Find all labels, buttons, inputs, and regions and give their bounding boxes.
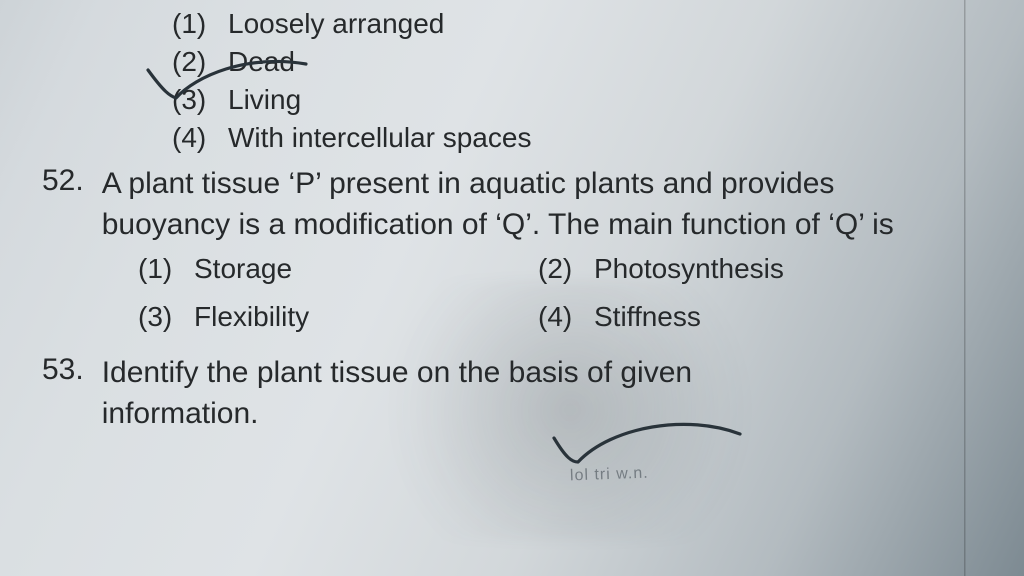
- option-text: Stiffness: [594, 301, 701, 333]
- option-number: (2): [172, 46, 218, 78]
- page-photo: (1) Loosely arranged (2) Dead (3) Living…: [0, 0, 1024, 576]
- option-text: Flexibility: [194, 301, 309, 333]
- question-52: 52. A plant tissue ‘P’ present in aquati…: [42, 164, 960, 245]
- question-number: 52.: [42, 164, 84, 198]
- option-row: (3) Flexibility: [138, 301, 518, 333]
- option-text: Living: [228, 84, 301, 116]
- prev-question-options: (1) Loosely arranged (2) Dead (3) Living…: [172, 8, 960, 154]
- option-text: Dead: [228, 46, 295, 78]
- option-row: (3) Living: [172, 84, 960, 116]
- handwritten-scribble: lol tri w.n.: [570, 465, 649, 486]
- question-number: 53.: [42, 353, 84, 387]
- option-number: (1): [172, 8, 218, 40]
- option-number: (4): [538, 301, 584, 333]
- right-margin-line: [964, 0, 966, 576]
- question-text-line: Identify the plant tissue on the basis o…: [102, 356, 692, 389]
- option-number: (2): [538, 253, 584, 285]
- question-53: 53. Identify the plant tissue on the bas…: [42, 353, 960, 434]
- question-text: Identify the plant tissue on the basis o…: [102, 353, 692, 434]
- option-number: (3): [172, 84, 218, 116]
- option-row: (1) Loosely arranged: [172, 8, 960, 40]
- question-text-line: information.: [102, 397, 259, 430]
- option-text: With intercellular spaces: [228, 122, 531, 154]
- option-row: (2) Dead: [172, 46, 960, 78]
- q52-options: (1) Storage (2) Photosynthesis (3) Flexi…: [138, 253, 960, 339]
- page-content: (1) Loosely arranged (2) Dead (3) Living…: [0, 0, 960, 434]
- option-number: (4): [172, 122, 218, 154]
- option-number: (3): [138, 301, 184, 333]
- option-row: (1) Storage: [138, 253, 518, 285]
- option-text: Loosely arranged: [228, 8, 444, 40]
- option-text: Storage: [194, 253, 292, 285]
- question-text: A plant tissue ‘P’ present in aquatic pl…: [102, 164, 932, 245]
- option-number: (1): [138, 253, 184, 285]
- option-text: Photosynthesis: [594, 253, 784, 285]
- option-row: (4) Stiffness: [538, 301, 918, 333]
- option-row: (2) Photosynthesis: [538, 253, 918, 285]
- option-row: (4) With intercellular spaces: [172, 122, 960, 154]
